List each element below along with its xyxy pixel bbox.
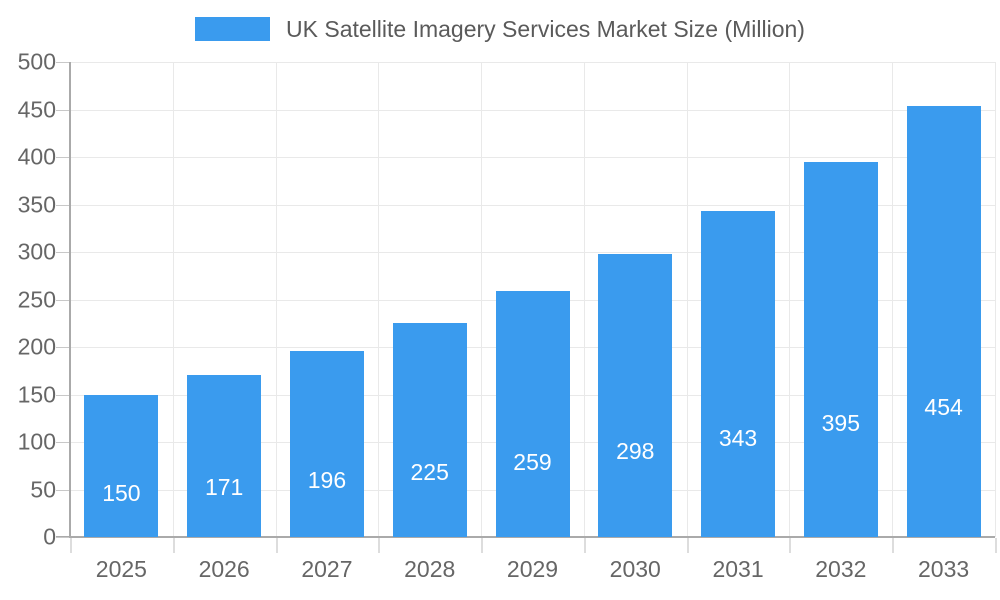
bar[interactable] bbox=[701, 211, 776, 537]
y-axis-tick bbox=[56, 204, 69, 206]
x-axis-tick bbox=[892, 538, 894, 553]
x-axis-tick bbox=[789, 538, 791, 553]
x-axis-line bbox=[56, 536, 995, 538]
legend-item[interactable]: UK Satellite Imagery Services Market Siz… bbox=[195, 12, 805, 46]
y-axis-tick-label: 350 bbox=[17, 191, 56, 217]
x-axis-tick-label: 2029 bbox=[506, 556, 559, 582]
y-axis-tick-label: 50 bbox=[30, 476, 56, 502]
y-axis-tick-label: 300 bbox=[17, 238, 56, 265]
gridline-vertical bbox=[378, 62, 379, 537]
y-axis-tick bbox=[56, 157, 69, 158]
y-axis-tick bbox=[56, 62, 69, 63]
y-axis-tick-label: 100 bbox=[17, 428, 56, 455]
x-axis-tick bbox=[276, 538, 278, 553]
x-axis-tick bbox=[173, 538, 175, 553]
x-axis-tick-label: 2025 bbox=[95, 556, 147, 582]
gridline-vertical bbox=[276, 62, 277, 537]
y-axis-line bbox=[69, 62, 71, 538]
gridline-vertical bbox=[789, 62, 790, 537]
bar[interactable] bbox=[906, 105, 981, 537]
gridline-horizontal bbox=[70, 109, 995, 111]
gridline-vertical bbox=[995, 62, 996, 537]
gridline-vertical bbox=[584, 62, 585, 537]
x-axis-tick-label: 2031 bbox=[712, 556, 764, 582]
gridline-vertical bbox=[892, 62, 893, 537]
x-axis-tick bbox=[70, 538, 72, 553]
x-axis-tick-label: 2033 bbox=[918, 556, 970, 582]
legend-label: UK Satellite Imagery Services Market Siz… bbox=[286, 15, 805, 42]
x-axis-tick bbox=[378, 538, 380, 553]
x-axis-tick bbox=[995, 538, 997, 553]
y-axis-tick-label: 500 bbox=[17, 48, 56, 75]
x-axis-tick-label: 2027 bbox=[301, 556, 353, 582]
gridline-horizontal bbox=[70, 62, 995, 63]
y-axis-tick bbox=[56, 347, 69, 348]
gridline-horizontal bbox=[70, 252, 995, 253]
bar[interactable] bbox=[187, 374, 262, 537]
y-axis-tick bbox=[56, 252, 69, 253]
y-axis-tick-label: 450 bbox=[17, 96, 56, 122]
bar[interactable] bbox=[84, 394, 159, 537]
y-axis-tick-label: 250 bbox=[17, 286, 56, 312]
gridline-vertical bbox=[173, 62, 174, 537]
y-axis-tick-label: 400 bbox=[17, 143, 56, 170]
x-axis-tick-label: 2026 bbox=[198, 556, 250, 582]
x-axis-tick bbox=[481, 538, 483, 553]
x-axis-tick-label: 2028 bbox=[404, 556, 456, 582]
gridline-vertical bbox=[687, 62, 688, 537]
bar[interactable] bbox=[803, 161, 878, 537]
y-axis-tick bbox=[56, 537, 69, 538]
y-axis-tick bbox=[56, 489, 69, 491]
y-axis-tick-label: 200 bbox=[17, 333, 56, 360]
chart-legend: UK Satellite Imagery Services Market Siz… bbox=[0, 0, 1000, 58]
bar[interactable] bbox=[598, 253, 673, 537]
y-axis-tick bbox=[56, 442, 69, 443]
x-axis-tick-label: 2030 bbox=[609, 556, 661, 582]
y-axis-tick bbox=[56, 394, 69, 396]
y-axis-tick-label: 150 bbox=[17, 381, 56, 407]
bar[interactable] bbox=[392, 323, 467, 537]
gridline-horizontal bbox=[70, 204, 995, 206]
legend-color-swatch-icon bbox=[195, 17, 271, 41]
bar[interactable] bbox=[289, 350, 364, 537]
y-axis-tick bbox=[56, 109, 69, 111]
y-axis-tick bbox=[56, 299, 69, 301]
gridline-horizontal bbox=[70, 157, 995, 158]
x-axis-tick bbox=[687, 538, 689, 553]
bar[interactable] bbox=[495, 290, 570, 537]
x-axis-tick bbox=[584, 538, 586, 553]
x-axis-tick-label: 2032 bbox=[815, 556, 867, 582]
gridline-vertical bbox=[481, 62, 482, 537]
y-axis-tick-label: 0 bbox=[43, 523, 56, 550]
